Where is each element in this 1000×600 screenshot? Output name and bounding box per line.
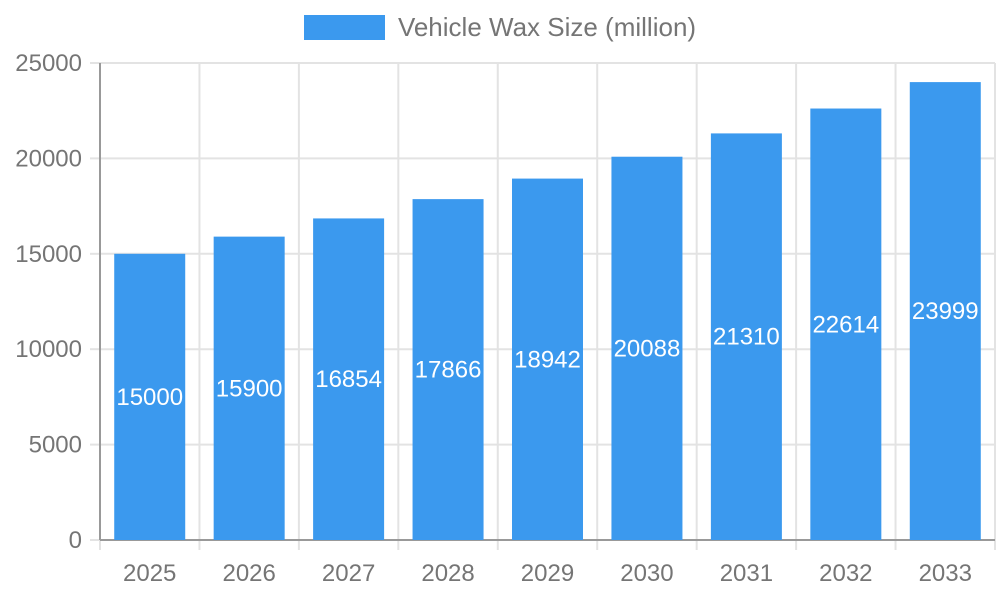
bar[interactable] <box>114 253 186 541</box>
x-tick-label: 2032 <box>819 560 872 587</box>
bar-value-label: 20088 <box>614 335 681 362</box>
bar[interactable] <box>909 82 981 540</box>
x-tick-label: 2029 <box>521 560 574 587</box>
y-tick-label: 5000 <box>29 432 82 459</box>
legend-swatch <box>303 14 385 40</box>
x-tick-label: 2030 <box>620 560 673 587</box>
bar-value-label: 15900 <box>216 375 283 402</box>
bar[interactable] <box>213 236 285 541</box>
x-tick-label: 2027 <box>322 560 375 587</box>
bar-value-label: 18942 <box>514 346 581 373</box>
bar-value-label: 21310 <box>713 324 780 351</box>
x-tick-label: 2025 <box>123 560 176 587</box>
bar-value-label: 22614 <box>812 311 879 338</box>
bar[interactable] <box>512 178 583 540</box>
bar-value-label: 16854 <box>315 366 382 393</box>
y-tick-label: 15000 <box>15 241 82 268</box>
bar[interactable] <box>412 199 484 541</box>
y-tick-label: 0 <box>69 527 82 554</box>
x-tick-label: 2028 <box>421 560 474 587</box>
legend-item[interactable]: Vehicle Wax Size (million) <box>0 14 1000 40</box>
x-tick-label: 2031 <box>720 560 773 587</box>
y-tick-label: 25000 <box>15 50 82 77</box>
bar[interactable] <box>611 156 683 541</box>
bar[interactable] <box>810 108 882 541</box>
x-tick-label: 2033 <box>919 560 972 587</box>
y-tick-label: 10000 <box>15 336 82 363</box>
legend-label: Vehicle Wax Size (million) <box>397 12 697 42</box>
y-tick-label: 20000 <box>15 145 82 172</box>
bar[interactable] <box>313 218 385 541</box>
x-tick-label: 2026 <box>222 560 275 587</box>
bar-value-label: 15000 <box>116 384 183 411</box>
bar-value-label: 23999 <box>912 298 979 325</box>
bar-value-label: 17866 <box>415 357 482 384</box>
bar[interactable] <box>710 133 782 540</box>
